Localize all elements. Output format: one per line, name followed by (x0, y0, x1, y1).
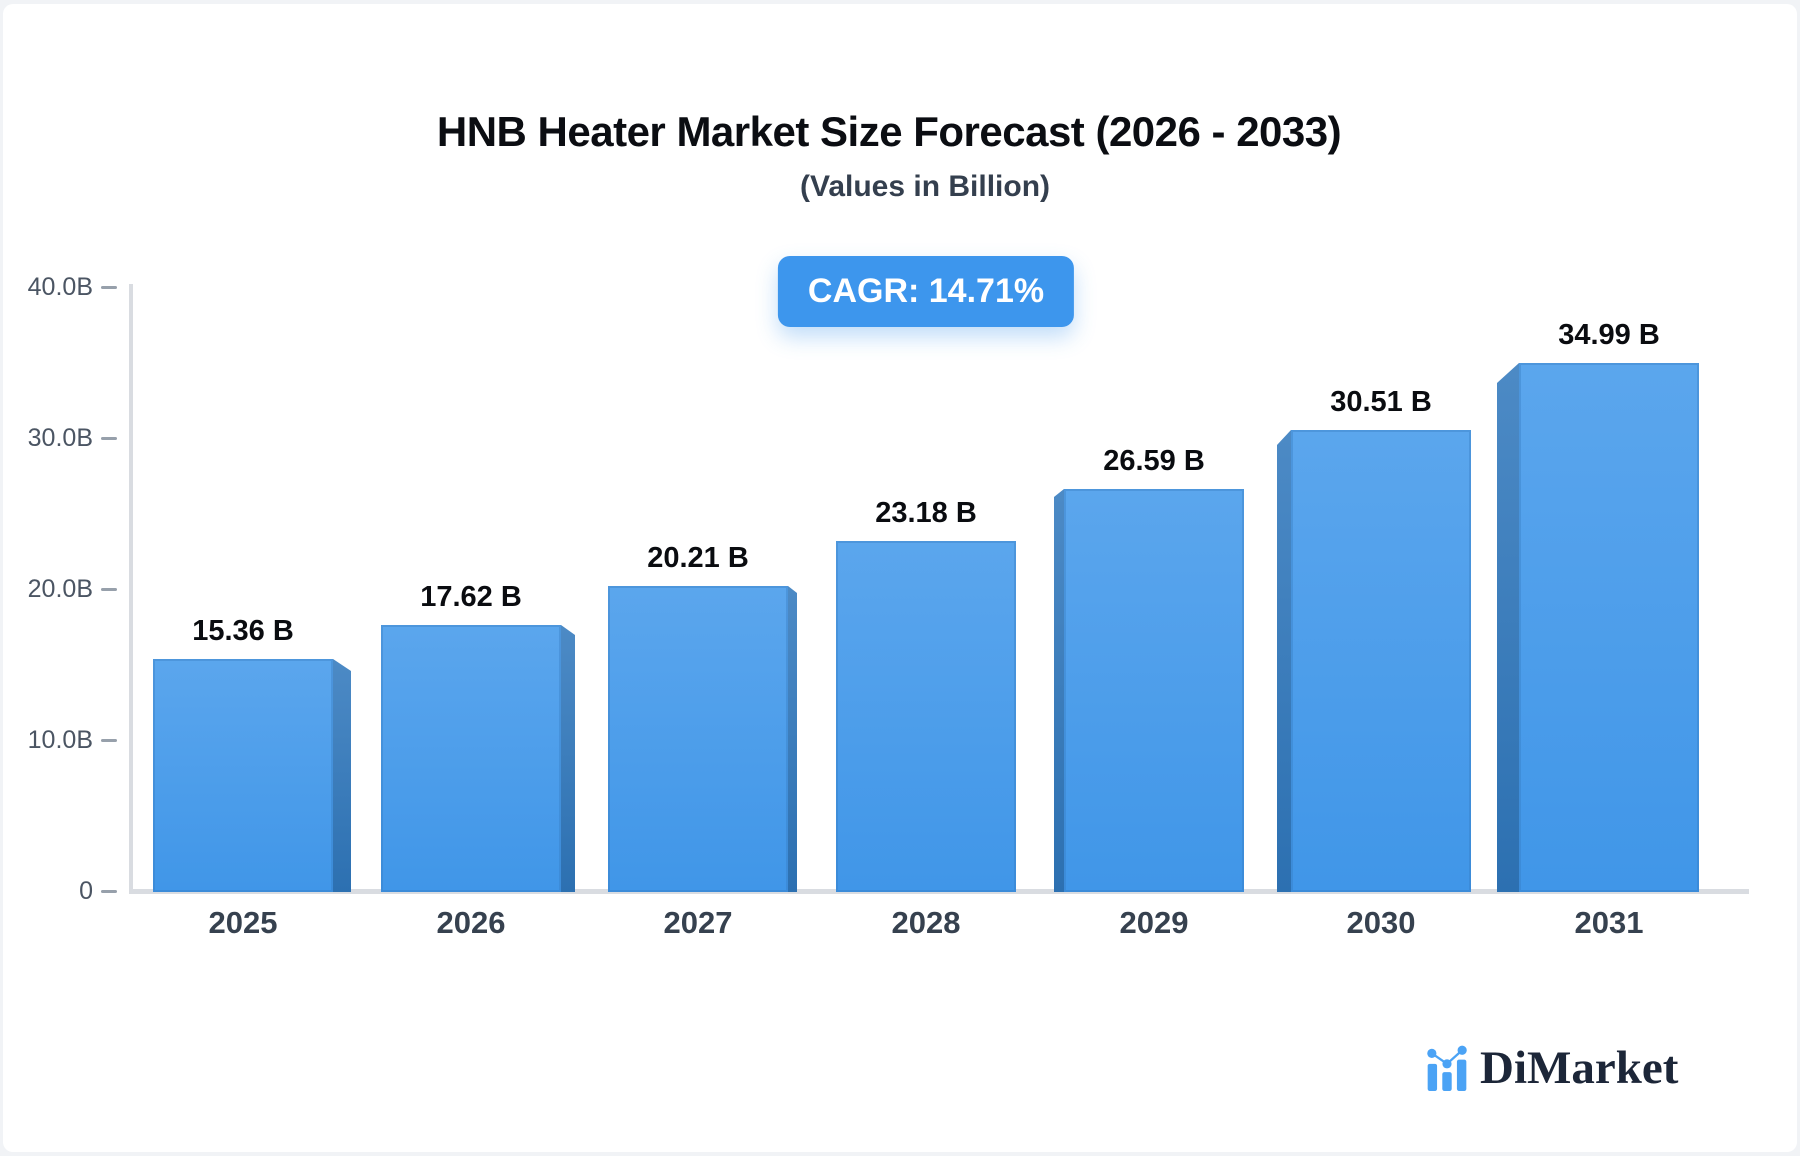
bar-side (1054, 489, 1064, 892)
y-tick-dash (101, 739, 117, 742)
bar-face (608, 586, 788, 892)
x-axis-label: 2031 (1574, 905, 1644, 940)
bar-side (333, 659, 351, 892)
bar-face (153, 659, 333, 892)
bar-side (1277, 430, 1291, 892)
bar-value-label: 17.62 B (420, 581, 522, 613)
y-tick-dash (101, 890, 117, 893)
y-axis-line (129, 284, 133, 892)
bar-value-label: 15.36 B (192, 615, 294, 647)
bar-value-label: 23.18 B (875, 497, 977, 529)
cagr-badge: CAGR: 14.71% (777, 256, 1075, 327)
y-tick-label: 30.0B (27, 424, 93, 452)
bar-face (1519, 363, 1699, 892)
y-tick-label: 20.0B (27, 575, 93, 603)
x-axis-label: 2025 (208, 905, 278, 940)
dimarket-logo-icon (1427, 1045, 1467, 1091)
bar-side (788, 586, 797, 892)
y-tick-dash (101, 437, 117, 440)
brand-logo: DiMarket (1427, 1044, 1678, 1092)
bar-side (561, 625, 575, 892)
y-tick-label: 0 (79, 877, 93, 905)
y-tick-dash (101, 286, 117, 289)
bar-face (836, 541, 1016, 892)
bar-value-label: 20.21 B (647, 542, 749, 574)
x-axis-label: 2030 (1346, 905, 1416, 940)
x-axis-label: 2029 (1119, 905, 1189, 940)
bar-side (1497, 363, 1519, 892)
x-axis-label: 2027 (663, 905, 733, 940)
y-tick-dash (101, 588, 117, 591)
y-tick-label: 40.0B (27, 273, 93, 301)
bar-value-label: 34.99 B (1558, 319, 1660, 351)
bar-face (381, 625, 561, 892)
bar-face (1291, 430, 1471, 892)
bar-value-label: 26.59 B (1103, 445, 1205, 477)
brand-name: DiMarket (1480, 1042, 1679, 1094)
x-axis-label: 2026 (436, 905, 506, 940)
chart-subtitle: (Values in Billion) (799, 170, 1051, 203)
y-tick-label: 10.0B (27, 726, 93, 754)
chart-title: HNB Heater Market Size Forecast (2026 - … (436, 108, 1342, 155)
bar-face (1064, 489, 1244, 892)
chart-card: HNB Heater Market Size Forecast (2026 - … (3, 4, 1797, 1152)
x-axis-label: 2028 (891, 905, 961, 940)
bar-value-label: 30.51 B (1330, 386, 1432, 418)
